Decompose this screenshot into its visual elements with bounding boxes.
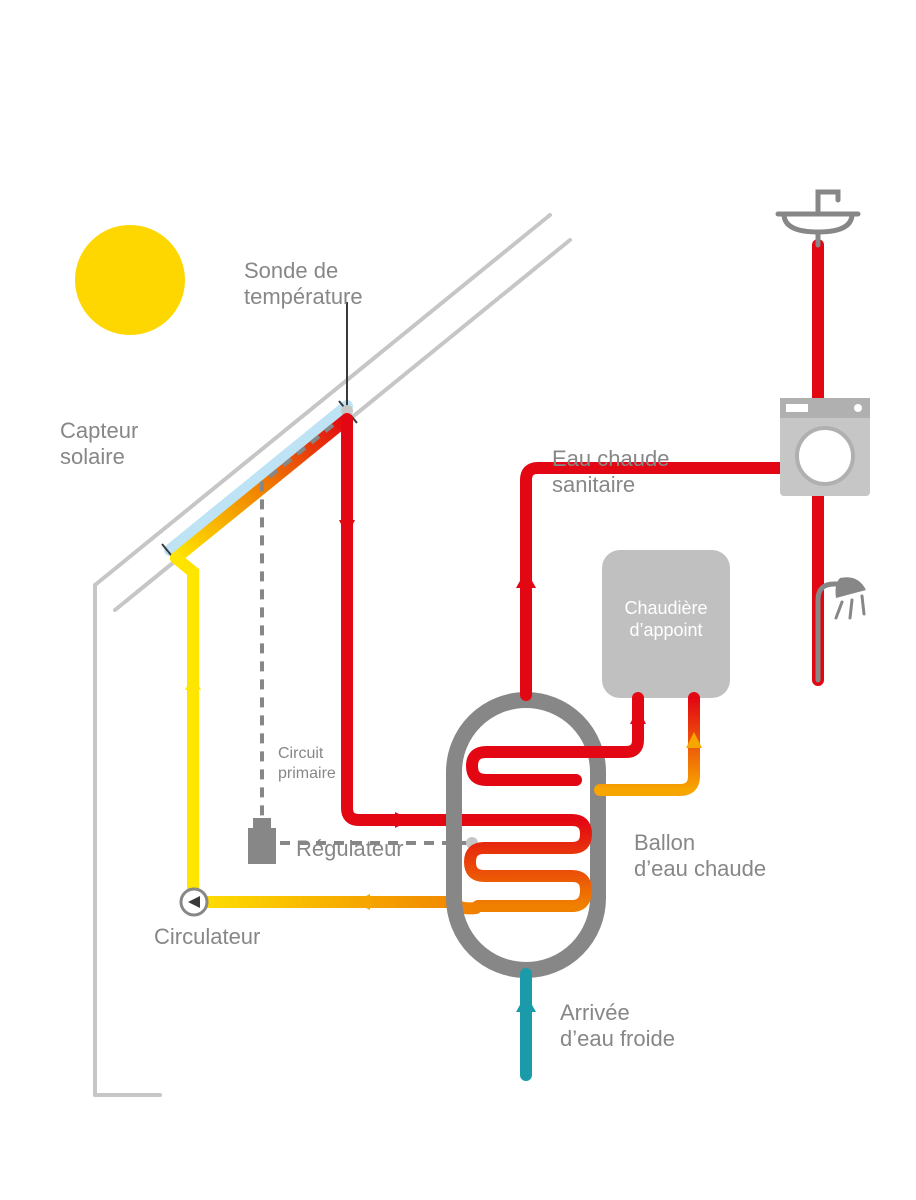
solar-water-heating-diagram: Capteur solaire Sonde de température Cir… <box>0 0 916 1200</box>
regulator-label: Régulateur <box>296 836 404 861</box>
washing-machine-icon <box>780 398 870 496</box>
boiler-label-1: Chaudière <box>624 598 707 618</box>
sun-icon <box>75 225 185 335</box>
sensor-label-1: Sonde de <box>244 258 338 283</box>
collector-label-2: solaire <box>60 444 125 469</box>
collector-label-1: Capteur <box>60 418 138 443</box>
dhw-label-2: sanitaire <box>552 472 635 497</box>
sensor-label-2: température <box>244 284 363 309</box>
regulator-icon <box>248 818 276 864</box>
circuit-label-1: Circuit <box>278 745 324 762</box>
dhw-label-1: Eau chaude <box>552 446 669 471</box>
cold-label-2: d’eau froide <box>560 1026 675 1051</box>
tank-coil-solar <box>468 820 586 906</box>
boiler-label-2: d’appoint <box>629 620 702 640</box>
circuit-label-2: primaire <box>278 765 336 782</box>
dhw-arrow <box>516 570 536 588</box>
cold-arrow <box>516 994 536 1012</box>
circulator-icon <box>181 889 207 915</box>
cold-label-1: Arrivée <box>560 1000 630 1025</box>
sink-icon <box>778 192 858 245</box>
hot-water-tank-icon <box>454 700 598 970</box>
circulator-label: Circulateur <box>154 924 260 949</box>
solar-collector-icon <box>162 401 357 566</box>
tank-label-2: d’eau chaude <box>634 856 766 881</box>
shower-icon <box>818 577 866 680</box>
tank-label-1: Ballon <box>634 830 695 855</box>
